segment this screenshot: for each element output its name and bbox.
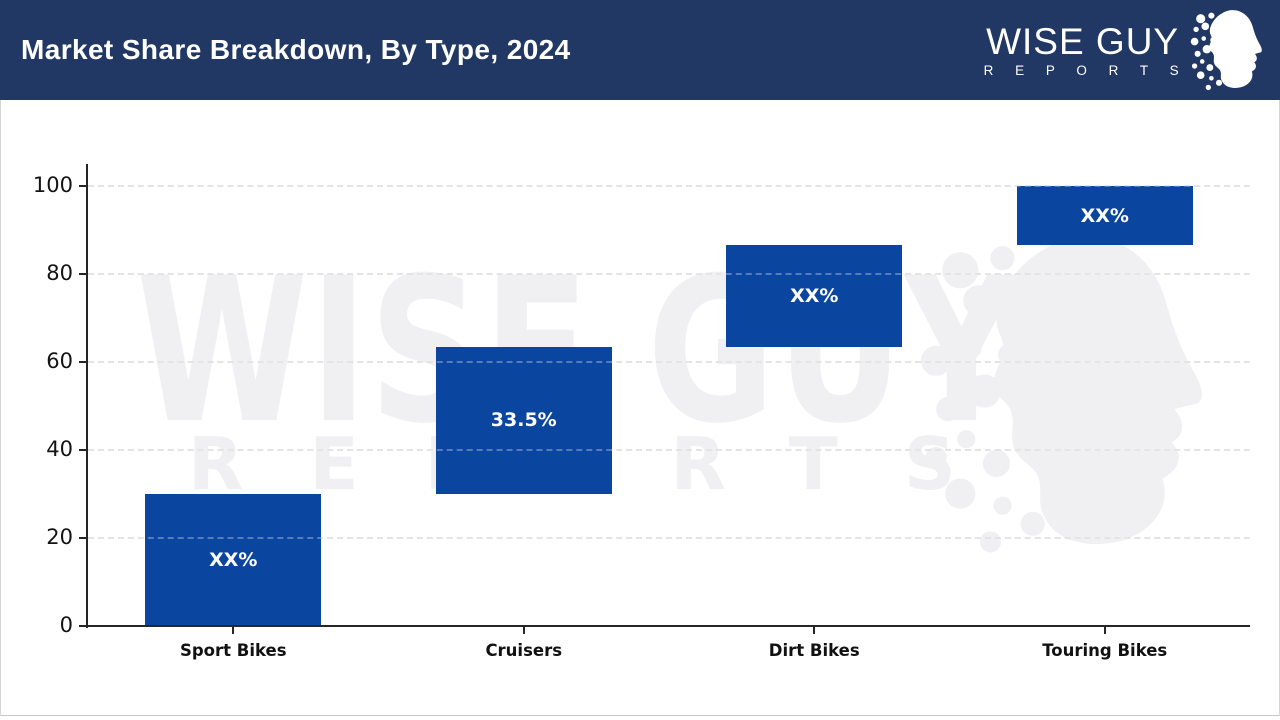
x-category-label: Touring Bikes <box>1042 641 1168 660</box>
gridline-y40 <box>88 449 1250 451</box>
bar-sport-bikes: XX% <box>145 494 322 626</box>
y-tick-100 <box>79 185 86 187</box>
bar-value-label: 33.5% <box>490 409 557 432</box>
y-tick-label-100: 100 <box>32 173 73 197</box>
bar-dirt-bikes: XX% <box>726 245 903 347</box>
gridline-overlay-y40 <box>88 449 1250 451</box>
y-tick-label-20: 20 <box>46 525 73 549</box>
bar-cruisers: 33.5% <box>435 346 612 494</box>
y-tick-20 <box>79 537 86 539</box>
watermark-head-icon <box>921 236 1202 553</box>
bar-touring-bikes: XX% <box>1016 186 1193 246</box>
x-category-label: Dirt Bikes <box>768 641 860 660</box>
logo-subtext: R E P O R T S <box>983 62 1188 78</box>
gridline-y100 <box>88 185 1250 187</box>
gridline-y60 <box>88 361 1250 363</box>
gridline-overlay-y80 <box>88 273 1250 275</box>
x-tick-2 <box>522 627 525 634</box>
y-tick-label-40: 40 <box>46 437 73 461</box>
y-tick-label-60: 60 <box>46 349 73 373</box>
y-tick-label-80: 80 <box>46 261 73 285</box>
page-title: Market Share Breakdown, By Type, 2024 <box>21 34 571 65</box>
gridline-y20 <box>88 537 1250 539</box>
bar-value-label: XX% <box>209 549 258 571</box>
x-tick-1 <box>232 627 235 634</box>
y-tick-60 <box>79 361 86 363</box>
gridline-overlay-y100 <box>88 185 1250 187</box>
y-tick-label-0: 0 <box>59 613 73 637</box>
bar-value-label: XX% <box>790 284 839 307</box>
logo-wordmark: WISE GUY <box>986 20 1180 62</box>
gridline-overlay-y20 <box>88 537 1250 539</box>
x-category-label: Sport Bikes <box>179 641 287 660</box>
y-tick-40 <box>79 449 86 451</box>
wiseguy-logo-text: WISE GUY R E P O R T S <box>978 23 1188 78</box>
header-bar: Market Share Breakdown, By Type, 2024 WI… <box>0 0 1280 100</box>
gridline-overlay-y60 <box>88 361 1250 363</box>
x-tick-3 <box>813 627 816 634</box>
wiseguy-logo: WISE GUY R E P O R T S <box>978 8 1266 92</box>
bar-value-label: XX% <box>1080 204 1129 227</box>
gridline-y80 <box>88 273 1250 275</box>
x-axis-spine <box>86 625 1250 627</box>
y-tick-80 <box>79 273 86 275</box>
y-axis-spine <box>86 164 88 628</box>
x-category-label: Cruisers <box>485 641 563 660</box>
wiseguy-head-icon <box>1190 10 1262 91</box>
x-tick-4 <box>1103 627 1106 634</box>
y-tick-0 <box>79 625 86 627</box>
